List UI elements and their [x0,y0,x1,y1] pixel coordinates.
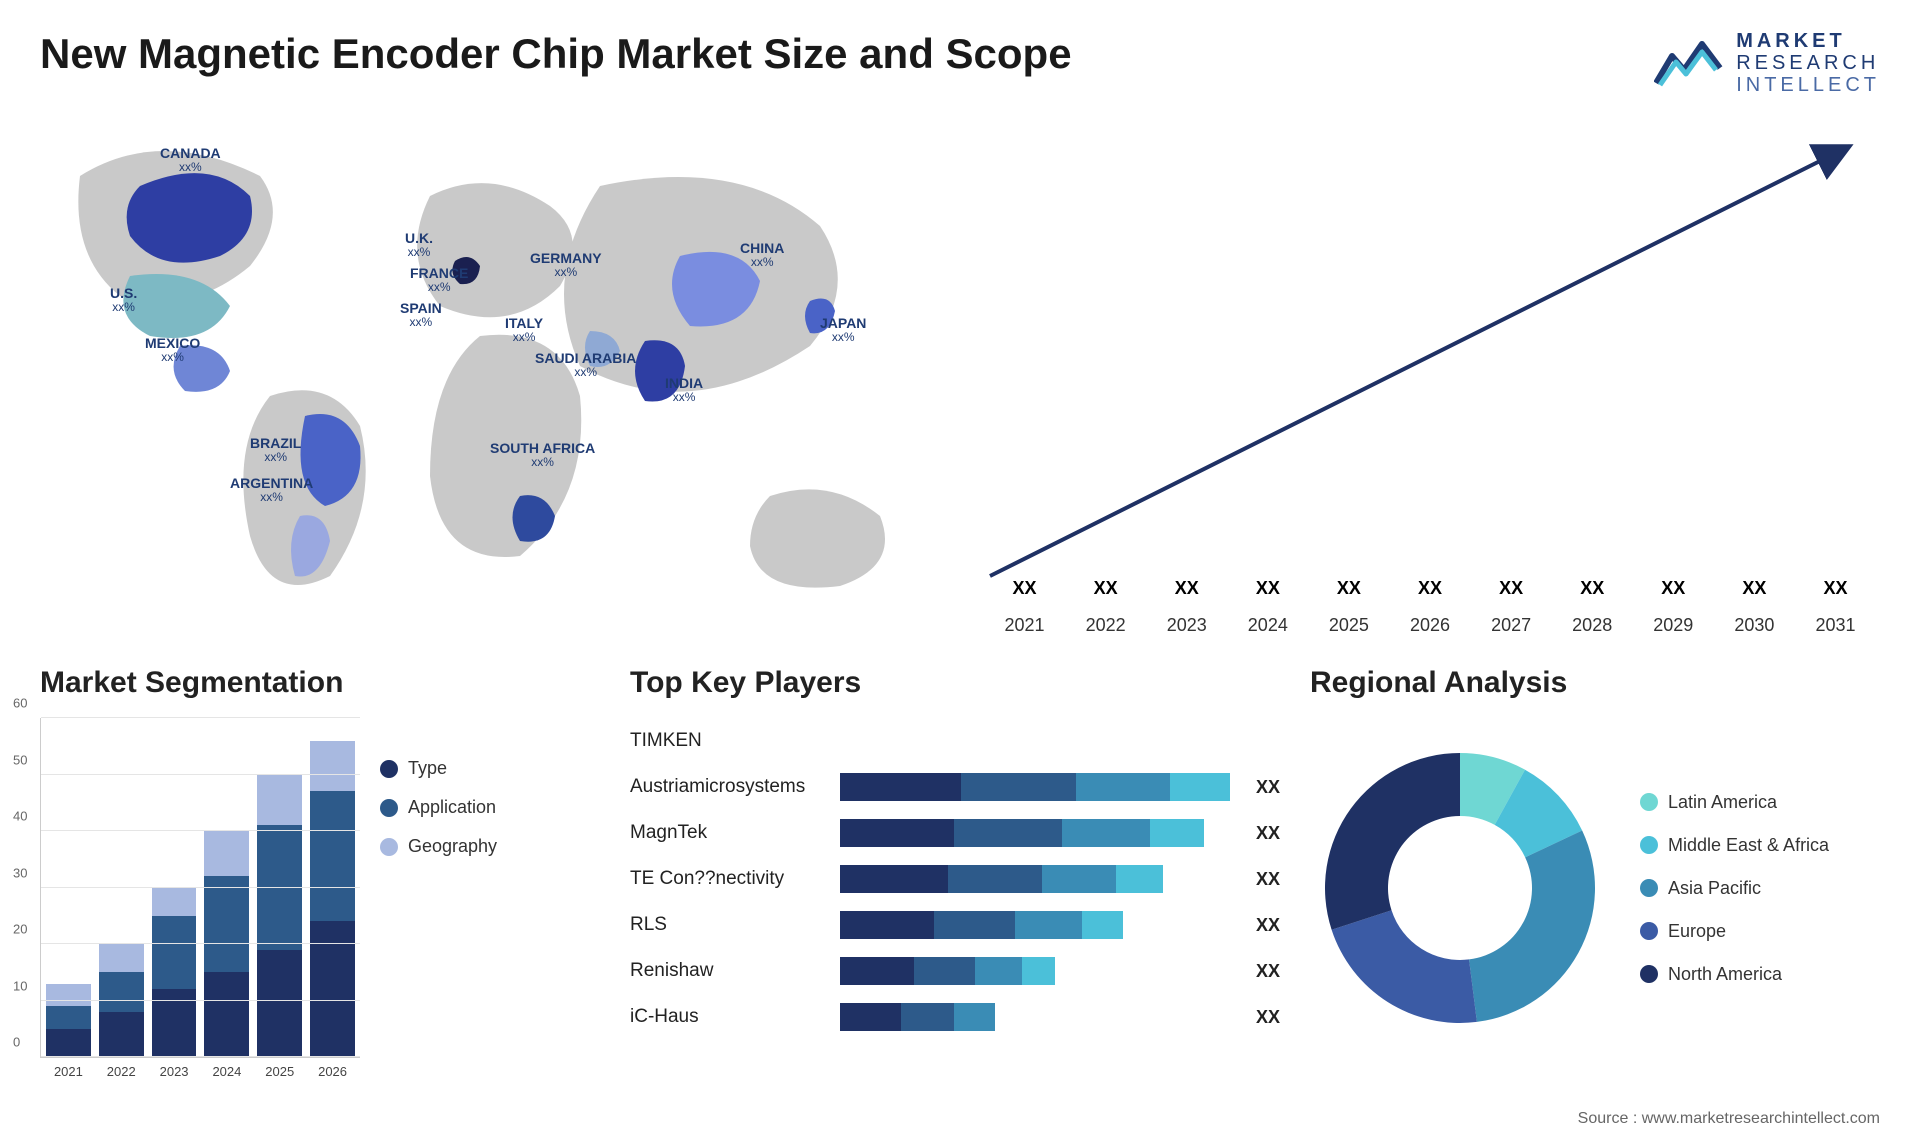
growth-year-label: 2024 [1233,615,1302,636]
segmentation-bar: 2021 [46,718,91,1057]
legend-item: Asia Pacific [1640,878,1829,899]
map-label: BRAZILxx% [250,436,301,465]
source-attribution: Source : www.marketresearchintellect.com [1578,1110,1880,1128]
player-row: AustriamicrosystemsXX [630,764,1280,810]
growth-forecast-chart: XXXXXXXXXXXXXXXXXXXXXX 20212022202320242… [980,116,1880,636]
brand-logo: MARKET RESEARCH INTELLECT [1654,30,1880,96]
map-label: CANADAxx% [160,146,221,175]
growth-year-label: 2023 [1152,615,1221,636]
logo-icon [1654,38,1724,88]
logo-line3: INTELLECT [1736,74,1880,96]
map-label: U.K.xx% [405,231,433,260]
legend-item: North America [1640,964,1829,985]
growth-year-label: 2029 [1639,615,1708,636]
key-players-panel: Top Key Players TIMKENAustriamicrosystem… [630,666,1280,1086]
map-label: FRANCExx% [410,266,468,295]
donut-slice [1325,753,1460,930]
players-title: Top Key Players [630,666,1280,700]
map-label: SOUTH AFRICAxx% [490,441,595,470]
world-map: CANADAxx% U.S.xx% MEXICOxx% BRAZILxx% ARGENT… [40,116,940,636]
legend-item: Latin America [1640,792,1829,813]
segmentation-legend: Type Application Geography [380,718,497,1086]
map-label: GERMANYxx% [530,251,602,280]
map-label: JAPANxx% [820,316,866,345]
logo-line1: MARKET [1736,30,1880,52]
map-label: MEXICOxx% [145,336,200,365]
player-row: RLSXX [630,902,1280,948]
regional-donut [1310,738,1610,1038]
player-row: iC-HausXX [630,994,1280,1040]
players-chart: TIMKENAustriamicrosystemsXXMagnTekXXTE C… [630,718,1280,1058]
player-row: RenishawXX [630,948,1280,994]
map-label: ARGENTINAxx% [230,476,313,505]
growth-year-label: 2021 [990,615,1059,636]
segmentation-chart: 202120222023202420252026 0102030405060 [40,718,360,1058]
map-label: U.S.xx% [110,286,137,315]
segmentation-bar: 2024 [204,718,249,1057]
map-label: INDIAxx% [665,376,703,405]
page-title: New Magnetic Encoder Chip Market Size an… [40,30,1072,78]
map-label: CHINAxx% [740,241,784,270]
growth-year-label: 2025 [1314,615,1383,636]
map-label: SAUDI ARABIAxx% [535,351,636,380]
player-row: TIMKEN [630,718,1280,764]
segmentation-bar: 2023 [152,718,197,1057]
player-row: MagnTekXX [630,810,1280,856]
world-map-svg [40,116,940,636]
growth-year-label: 2028 [1558,615,1627,636]
regional-title: Regional Analysis [1310,666,1880,700]
segmentation-bar: 2026 [310,718,355,1057]
segmentation-bar: 2022 [99,718,144,1057]
regional-panel: Regional Analysis Latin America Middle Ea… [1310,666,1880,1086]
legend-item: Geography [380,836,497,857]
legend-item: Type [380,758,497,779]
segmentation-bar: 2025 [257,718,302,1057]
legend-item: Europe [1640,921,1829,942]
player-row: TE Con??nectivityXX [630,856,1280,902]
logo-line2: RESEARCH [1736,52,1880,74]
regional-legend: Latin America Middle East & Africa Asia Pa… [1640,792,1829,985]
growth-year-label: 2026 [1395,615,1464,636]
donut-slice [1332,910,1477,1023]
map-label: ITALYxx% [505,316,543,345]
growth-year-label: 2022 [1071,615,1140,636]
segmentation-panel: Market Segmentation 20212022202320242025… [40,666,600,1086]
legend-item: Middle East & Africa [1640,835,1829,856]
legend-item: Application [380,797,497,818]
growth-year-label: 2027 [1477,615,1546,636]
donut-slice [1469,831,1595,1022]
growth-year-label: 2031 [1801,615,1870,636]
growth-year-label: 2030 [1720,615,1789,636]
segmentation-title: Market Segmentation [40,666,600,700]
map-label: SPAINxx% [400,301,442,330]
